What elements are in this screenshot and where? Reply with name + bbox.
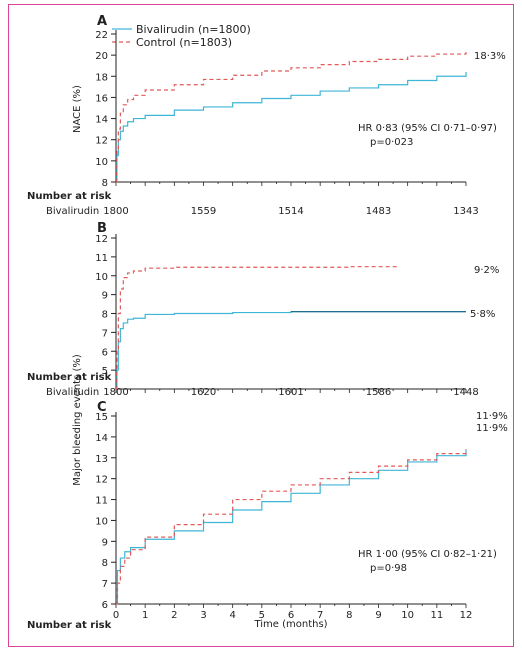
- x-tick-label: 3: [200, 610, 206, 621]
- legend-bivalirudin-label: Bivalirudin (n=1800): [136, 23, 251, 36]
- y-tick-label: 16: [95, 93, 108, 104]
- figure-border: [8, 4, 514, 647]
- y-tick-label: 7: [102, 328, 108, 339]
- risk-number: 1483: [366, 206, 391, 217]
- panel-c-hr-annotation: HR 1·00 (95% CI 0·82–1·21): [358, 549, 497, 560]
- panel-a-y-label: NACE (%): [72, 85, 83, 133]
- y-tick-label: 22: [95, 30, 108, 41]
- panel-c-p-value: p=0·98: [370, 563, 407, 574]
- y-tick-label: 20: [95, 51, 108, 62]
- panel-a-hr-annotation: HR 0·83 (95% CI 0·71–0·97): [358, 123, 497, 134]
- x-tick-label: 7: [317, 610, 323, 621]
- y-tick-label: 7: [102, 579, 108, 590]
- risk-number: 1800: [103, 206, 128, 217]
- panel-c-end-label-2: 11·9%: [476, 423, 508, 434]
- y-tick-label: 12: [95, 475, 108, 486]
- y-tick-label: 8: [102, 310, 108, 321]
- panel-b-plot: 5 6 7 8 9 10 11 12 1800 1620 1601 1586 1448: [95, 234, 479, 398]
- panel-a-risk-label: Number at risk: [27, 191, 112, 202]
- risk-number: 1601: [278, 387, 303, 398]
- panel-c-x-label: Time (months): [253, 619, 327, 630]
- y-tick-label: 10: [95, 272, 108, 283]
- legend-control-label: Control (n=1803): [136, 36, 232, 49]
- x-tick-label: 4: [229, 610, 235, 621]
- y-tick-label: 12: [95, 136, 108, 147]
- risk-number: 1586: [366, 387, 391, 398]
- y-tick-label: 14: [95, 433, 108, 444]
- y-tick-label: 14: [95, 115, 108, 126]
- x-tick-label: 0: [113, 610, 119, 621]
- y-tick-label: 10: [95, 516, 108, 527]
- y-tick-label: 15: [95, 412, 108, 423]
- series-line-control: [116, 266, 400, 390]
- x-tick-label: 10: [401, 610, 414, 621]
- panel-c-letter: C: [97, 400, 107, 415]
- x-tick-label: 12: [460, 610, 473, 621]
- series-line-bivalirudin: [116, 311, 466, 390]
- y-tick-label: 6: [102, 347, 108, 358]
- y-tick-label: 6: [102, 600, 108, 611]
- panel-a-legend: Bivalirudin (n=1800) Control (n=1803): [112, 23, 251, 49]
- panel-b-letter: B: [97, 221, 107, 236]
- series-line-control: [116, 51, 467, 183]
- x-tick-label: 11: [430, 610, 443, 621]
- panel-c-end-label-1: 11·9%: [476, 411, 508, 422]
- panel-a-risk-row-name: Bivalirudin: [46, 206, 99, 217]
- y-tick-label: 10: [95, 157, 108, 168]
- x-tick-label: 6: [288, 610, 294, 621]
- risk-number: 1343: [453, 206, 478, 217]
- y-tick-label: 12: [95, 234, 108, 245]
- panel-b-end-label-control: 9·2%: [474, 265, 499, 276]
- x-tick-label: 8: [346, 610, 352, 621]
- y-tick-label: 11: [95, 253, 108, 264]
- panel-b-y-label: Major bleeding events (%): [72, 354, 83, 486]
- series-line-bivalirudin: [116, 72, 467, 183]
- risk-number: 1448: [453, 387, 478, 398]
- x-tick-label: 1: [142, 610, 148, 621]
- panel-b-end-label-bivalirudin: 5·8%: [470, 309, 495, 320]
- panel-a-letter: A: [97, 14, 107, 29]
- y-tick-label: 9: [102, 537, 108, 548]
- y-tick-label: 11: [95, 496, 108, 507]
- series-line-control: [116, 449, 467, 605]
- y-tick-label: 5: [102, 366, 108, 377]
- y-tick-label: 8: [102, 558, 108, 569]
- y-tick-label: 9: [102, 291, 108, 302]
- y-tick-label: 8: [102, 178, 108, 189]
- risk-number: 1514: [278, 206, 303, 217]
- panel-b-risk-row-name: Bivalirudin: [46, 387, 99, 398]
- panel-a-p-value: p=0·023: [370, 137, 413, 148]
- x-tick-label: 5: [259, 610, 265, 621]
- panel-b-risk-label: Number at risk: [27, 372, 112, 383]
- risk-number: 1620: [191, 387, 216, 398]
- x-tick-label: 9: [375, 610, 381, 621]
- risk-number: 1559: [191, 206, 216, 217]
- series-line-bivalirudin: [116, 449, 467, 605]
- panel-a-plot: 8 10 12 14 16 18 20 22 1800 1559 1514 1483 1343: [95, 30, 479, 217]
- y-tick-label: 13: [95, 454, 108, 465]
- y-tick-label: 18: [95, 72, 108, 83]
- x-tick-label: 2: [171, 610, 177, 621]
- panel-a-end-label-bivalirudin: 18·3%: [474, 51, 506, 62]
- panel-c-risk-label: Number at risk: [27, 620, 112, 631]
- risk-number: 1800: [103, 387, 128, 398]
